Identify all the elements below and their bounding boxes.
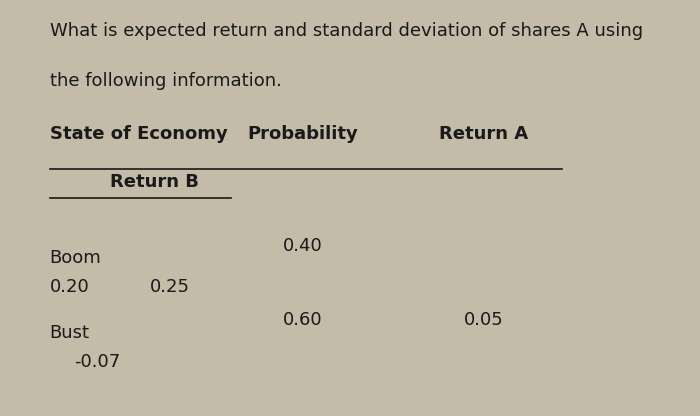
Text: 0.25: 0.25 <box>150 278 190 296</box>
Text: the following information.: the following information. <box>50 72 281 89</box>
Text: -0.07: -0.07 <box>74 353 120 371</box>
Text: Boom: Boom <box>50 249 102 267</box>
Text: Return A: Return A <box>440 125 528 144</box>
Text: 0.60: 0.60 <box>284 311 323 329</box>
Text: Bust: Bust <box>50 324 90 342</box>
Text: What is expected return and standard deviation of shares A using: What is expected return and standard dev… <box>50 22 643 40</box>
Text: Return B: Return B <box>110 173 199 191</box>
Text: State of Economy: State of Economy <box>50 125 228 144</box>
Text: 0.20: 0.20 <box>50 278 90 296</box>
Text: 0.40: 0.40 <box>283 237 323 255</box>
Text: Probability: Probability <box>248 125 358 144</box>
Text: 0.05: 0.05 <box>464 311 504 329</box>
